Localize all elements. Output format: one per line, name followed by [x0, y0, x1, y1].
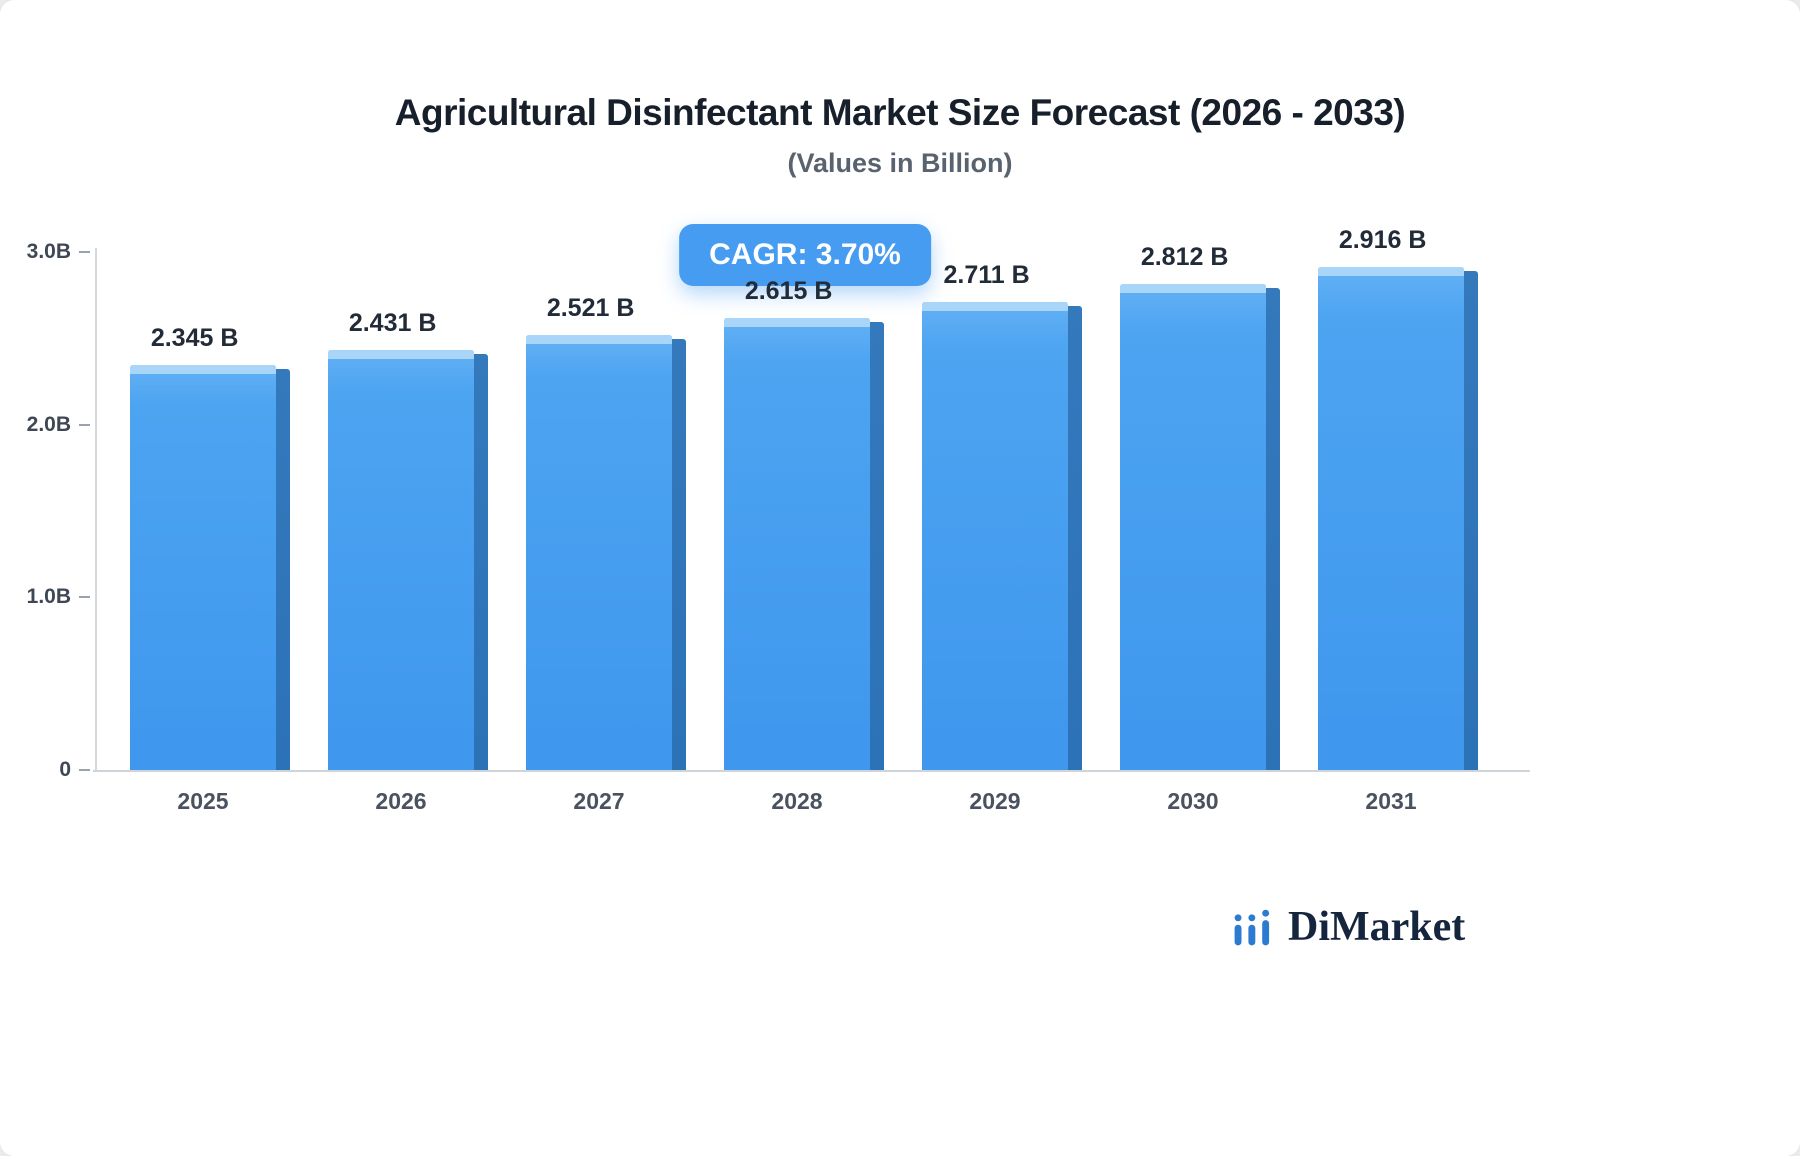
y-tick-label: 2.0B: [26, 412, 71, 436]
bar-top-cap: [1120, 284, 1266, 293]
bar-value-label: 2.711 B: [943, 261, 1030, 289]
chart-title: Agricultural Disinfectant Market Size Fo…: [394, 92, 1406, 133]
y-tick-label: 0: [59, 758, 71, 781]
bar-value-label: 2.431 B: [348, 309, 437, 337]
bar-2026: 2.431 B 2026: [328, 309, 488, 814]
x-axis-label-2030: 2030: [1167, 788, 1219, 814]
bar-2031: 2.916 B 2031: [1318, 226, 1478, 814]
y-tick-mark: [79, 423, 90, 426]
bar-3d-side: [1068, 306, 1082, 770]
logo: DiMarket: [1230, 903, 1465, 951]
bar-top-cap: [328, 350, 474, 359]
y-tick-label: 1.0B: [26, 585, 71, 609]
chart-subtitle: (Values in Billion): [787, 148, 1013, 178]
bar-value-label: 2.345 B: [150, 324, 239, 352]
bar-top-cap: [922, 302, 1068, 311]
logo-text: DiMarket: [1288, 904, 1466, 950]
bar-2025: 2.345 B 2025: [130, 324, 290, 814]
bar-value-label: 2.521 B: [546, 294, 635, 322]
bar-top-cap: [1318, 267, 1464, 276]
bar-body: [724, 318, 870, 770]
bar-body: [328, 350, 474, 770]
bar-value-label: 2.916 B: [1338, 226, 1427, 254]
bar-body: [130, 365, 276, 770]
bar-value-label: 2.812 B: [1140, 243, 1229, 271]
dimarket-logo-icon: [1234, 909, 1270, 946]
y-tick-label: 3.0B: [26, 240, 71, 263]
plot-area: 0 1.0B 2.0B 3.0B 2.345 B 2025 2.431 B 2026 2.52…: [27, 226, 1530, 814]
bar-top-cap: [130, 365, 276, 374]
x-axis-label-2031: 2031: [1365, 788, 1417, 814]
bar-3d-side: [1464, 271, 1478, 770]
bar-2028: 2.615 B 2028: [724, 277, 884, 814]
bar-body: [526, 335, 672, 770]
bar-3d-side: [870, 322, 884, 770]
x-axis-label-2025: 2025: [177, 788, 229, 814]
y-tick-mark: [79, 251, 90, 253]
x-axis-label-2028: 2028: [771, 788, 823, 814]
x-axis-label-2026: 2026: [375, 788, 427, 814]
bar-2027: 2.521 B 2027: [526, 294, 686, 814]
bar-3d-side: [1266, 288, 1280, 770]
y-tick-mark: [79, 596, 90, 599]
bar-2029: 2.711 B 2029: [922, 261, 1082, 814]
bar-3d-side: [672, 339, 686, 770]
bar-top-cap: [526, 335, 672, 344]
bar-3d-side: [276, 369, 290, 770]
bar-body: [922, 302, 1068, 770]
bar-3d-side: [474, 354, 488, 770]
x-axis-line: [93, 770, 1530, 772]
y-tick-mark: [79, 769, 90, 771]
bar-body: [1120, 284, 1266, 770]
bar-value-label: 2.615 B: [744, 277, 833, 305]
bar-2030: 2.812 B 2030: [1120, 243, 1280, 814]
cagr-badge: CAGR: 3.70%: [679, 224, 931, 286]
x-axis-label-2029: 2029: [969, 788, 1021, 814]
bar-top-cap: [724, 318, 870, 327]
bar-body: [1318, 267, 1464, 770]
y-axis-line: [95, 248, 97, 772]
x-axis-label-2027: 2027: [573, 788, 625, 814]
